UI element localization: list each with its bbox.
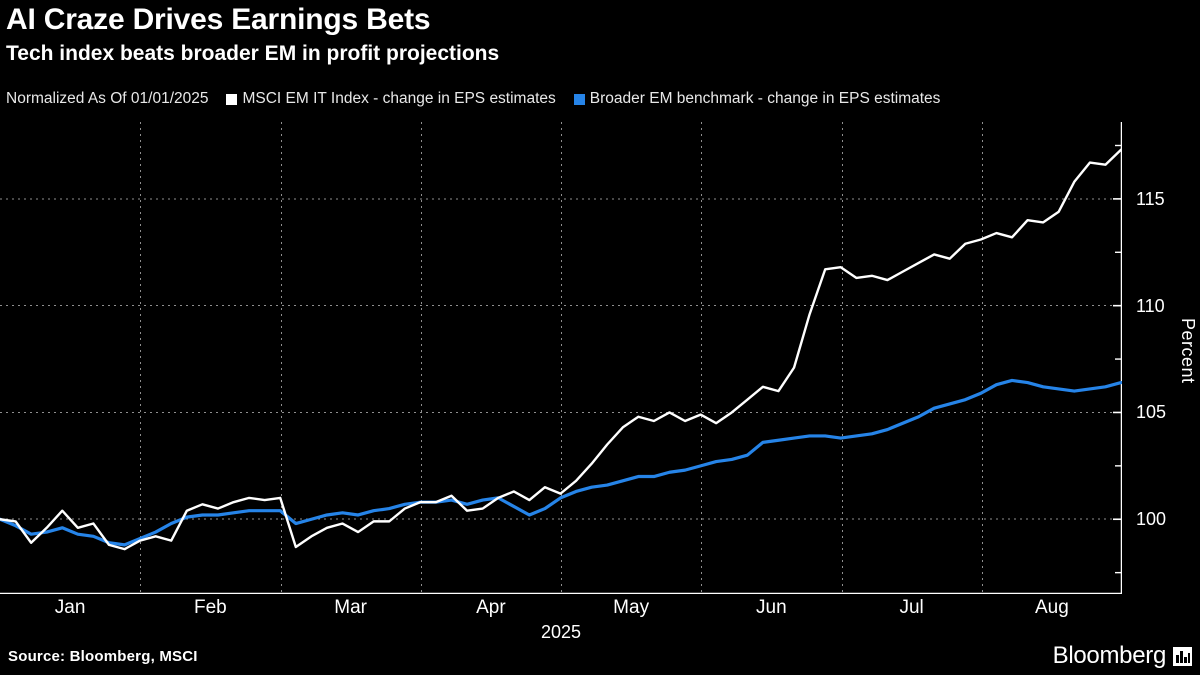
x-axis-label: Jul <box>899 597 924 618</box>
legend-label-msci-em-it: MSCI EM IT Index - change in EPS estimat… <box>242 90 556 107</box>
x-axis-title: 2025 <box>540 622 582 642</box>
legend-label-broader-em: Broader EM benchmark - change in EPS est… <box>589 90 941 107</box>
x-axis-label: Jan <box>54 597 86 618</box>
y-axis-label: 115 <box>1136 188 1165 209</box>
page-subtitle: Tech index beats broader EM in profit pr… <box>6 42 500 65</box>
bloomberg-logo-icon <box>1173 646 1192 666</box>
legend-item-msci-em-it[interactable]: MSCI EM IT Index - change in EPS estimat… <box>226 88 556 110</box>
legend-item-broader-em[interactable]: Broader EM benchmark - change in EPS est… <box>573 88 941 110</box>
source-note: Source: Bloomberg, MSCI <box>8 648 198 665</box>
x-axis-label: Mar <box>334 597 367 618</box>
x-axis-label: Aug <box>1034 597 1069 618</box>
chart-legend: Normalized As Of 01/01/2025 MSCI EM IT I… <box>6 88 940 110</box>
normalization-note: Normalized As Of 01/01/2025 <box>6 90 209 107</box>
y-axis-title: Percent <box>1178 318 1198 384</box>
x-axis-label: Feb <box>194 597 227 618</box>
legend-swatch-blue <box>573 93 585 105</box>
page-title: AI Craze Drives Earnings Bets <box>6 3 431 36</box>
x-axis-label: May <box>613 597 650 618</box>
y-axis-label: 110 <box>1136 295 1165 316</box>
x-axis-label: Jun <box>756 597 787 618</box>
y-axis-label: 105 <box>1136 402 1167 423</box>
chart-plot-area <box>0 122 1122 594</box>
brand-wordmark: Bloomberg <box>1052 642 1167 669</box>
x-axis-label: Apr <box>476 597 506 618</box>
series-line-msci-em-it <box>0 148 1122 551</box>
line-chart-svg <box>0 122 1122 594</box>
bloomberg-brand: Bloomberg <box>1053 643 1192 669</box>
series-line-broader-em <box>0 378 1122 547</box>
y-axis-label: 100 <box>1136 509 1167 530</box>
legend-swatch-white <box>226 93 238 105</box>
